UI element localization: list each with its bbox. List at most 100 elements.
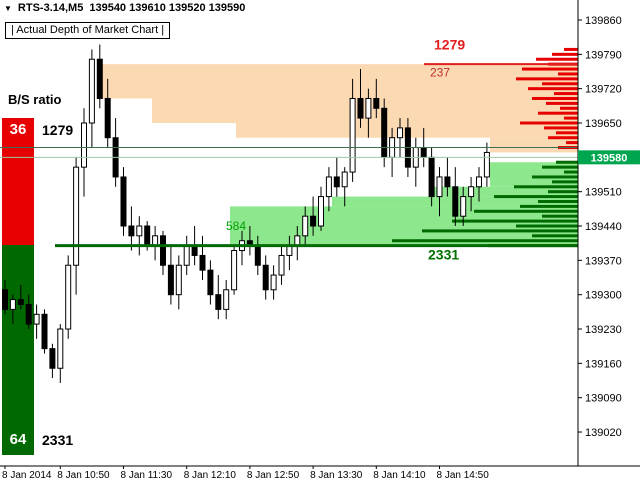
- candle-body: [468, 186, 475, 198]
- symbol-timeframe-label: RTS-3.14,M5: [17, 2, 84, 14]
- price-tick-label: 139440: [585, 221, 622, 233]
- chart-title-bar: ▼ RTS-3.14,M5 139540 139610 139520 13959…: [4, 2, 245, 14]
- candle-body: [2, 289, 8, 310]
- candle-body: [365, 97, 372, 119]
- ask-bar: [556, 131, 578, 135]
- candle-body: [199, 254, 206, 271]
- annotation-label: 1279: [434, 36, 465, 52]
- ask-volume-zone: [100, 64, 578, 99]
- candle-body: [104, 97, 111, 139]
- price-tick-label: 139230: [585, 324, 622, 336]
- candle-body: [476, 176, 482, 188]
- sell-ratio-segment: [2, 118, 34, 245]
- ask-volume-zone: [490, 137, 578, 153]
- price-tick-label: 139720: [585, 84, 622, 96]
- time-tick-label: 8 Jan 11:30: [121, 470, 173, 480]
- annotation-label: 237: [430, 65, 450, 79]
- ask-bar: [554, 92, 578, 96]
- ask-bar: [560, 106, 578, 110]
- candle-body: [318, 196, 324, 227]
- candle-body: [128, 225, 135, 237]
- candle-body: [25, 303, 32, 325]
- candle-body: [397, 127, 403, 139]
- price-tick-label: 139860: [585, 15, 622, 27]
- time-tick-label: 8 Jan 10:50: [57, 470, 110, 480]
- ohlc-values: 139540 139610 139520 139590: [89, 2, 246, 14]
- ask-bar: [542, 82, 578, 86]
- time-tick-label: 8 Jan 12:50: [247, 470, 300, 480]
- sell-percent: 36: [9, 121, 27, 138]
- candle-body: [231, 250, 238, 291]
- candle-body: [88, 58, 95, 124]
- candle-body: [262, 264, 269, 291]
- bs-ratio-label: B/S ratio: [8, 92, 62, 107]
- candle-body: [254, 245, 261, 266]
- bid-bar: [494, 195, 578, 199]
- symbol-dropdown-icon[interactable]: ▼: [4, 3, 12, 13]
- time-tick-label: 8 Jan 14:50: [437, 470, 490, 480]
- ask-bar: [552, 52, 578, 56]
- bid-volume-zone: [430, 186, 578, 197]
- ask-bar: [536, 57, 578, 61]
- candle-body: [460, 196, 467, 217]
- level-lines: [0, 63, 578, 248]
- candle-body: [175, 264, 182, 296]
- candle-body: [349, 97, 356, 173]
- price-tick-label: 139020: [585, 427, 622, 439]
- price-axis: 139860 139790 139720 139650 139580 139510 1394…: [577, 0, 640, 466]
- bid-bar: [474, 209, 578, 213]
- time-tick-label: 8 Jan 2014: [2, 470, 52, 480]
- bid-bar: [538, 199, 578, 203]
- candle-body: [65, 264, 72, 330]
- candle-body: [452, 186, 459, 217]
- buy-total: 2331: [42, 432, 74, 448]
- price-tick-label: 139370: [585, 255, 622, 267]
- candle-body: [325, 176, 332, 198]
- candle-body: [144, 225, 151, 247]
- candle-body: [381, 107, 388, 158]
- bid-bar: [532, 175, 578, 179]
- candle-body: [136, 225, 143, 237]
- candle-body: [341, 171, 348, 188]
- ask-bar: [548, 136, 578, 140]
- price-tick-label: 139090: [585, 393, 622, 405]
- current-price-marker: [578, 150, 640, 165]
- candle-body: [167, 264, 174, 296]
- price-tick-label: 139790: [585, 49, 622, 61]
- bs-ratio-bar: [2, 118, 34, 455]
- bid-bar: [452, 219, 578, 223]
- candle-body: [302, 215, 309, 237]
- dom-chart-label: | Actual Depth of Market Chart |: [5, 22, 171, 39]
- bid-bar: [542, 214, 578, 218]
- ask-bar: [516, 77, 578, 81]
- candle-body: [223, 289, 230, 310]
- time-tick-label: 8 Jan 12:10: [184, 470, 237, 480]
- candle-body: [215, 294, 222, 310]
- ask-bar: [558, 72, 578, 76]
- dom-zones: [100, 64, 578, 246]
- price-tick-label: 139160: [585, 358, 622, 370]
- buy-ratio-segment: [2, 245, 34, 455]
- sell-total: 1279: [42, 122, 74, 138]
- ask-bar: [564, 47, 578, 51]
- candle-body: [49, 348, 56, 369]
- dom-bars: [392, 47, 578, 248]
- current-price-label: 139580: [591, 152, 628, 164]
- candle-body: [207, 269, 214, 296]
- candle-body: [160, 235, 166, 266]
- time-tick-label: 8 Jan 13:30: [310, 470, 363, 480]
- candle-body: [333, 176, 340, 188]
- candle-body: [428, 156, 435, 198]
- candle-body: [81, 122, 87, 168]
- bid-bar: [564, 170, 578, 174]
- candle-body: [444, 176, 451, 188]
- price-tick-label: 139650: [585, 118, 622, 130]
- ask-bar: [520, 121, 578, 125]
- candle-body: [57, 328, 64, 369]
- bid-bar: [514, 185, 578, 189]
- candle-body: [483, 151, 490, 178]
- candle-body: [270, 274, 277, 291]
- candle-body: [278, 254, 285, 276]
- bid-bar: [392, 239, 578, 243]
